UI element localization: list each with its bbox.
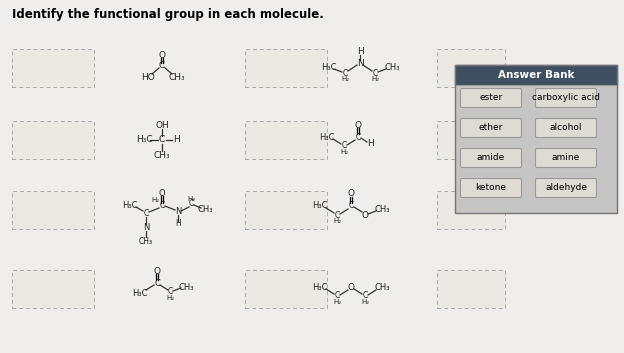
Text: Answer Bank: Answer Bank [498, 70, 574, 80]
Text: CH₃: CH₃ [374, 283, 390, 293]
Text: O: O [354, 120, 361, 130]
FancyBboxPatch shape [535, 149, 597, 168]
Text: H₂: H₂ [333, 218, 341, 224]
Text: H₃C: H₃C [135, 136, 152, 144]
FancyBboxPatch shape [535, 119, 597, 138]
Text: H₂: H₂ [361, 299, 369, 305]
Text: C: C [159, 61, 165, 71]
Text: H₂: H₂ [151, 197, 159, 203]
Text: O: O [361, 210, 369, 220]
Text: amide: amide [477, 154, 505, 162]
FancyBboxPatch shape [461, 89, 522, 108]
Text: alcohol: alcohol [550, 124, 582, 132]
Text: C: C [343, 68, 348, 78]
FancyBboxPatch shape [461, 179, 522, 197]
FancyBboxPatch shape [245, 49, 327, 87]
Text: H₂: H₂ [166, 295, 174, 301]
Text: HO: HO [141, 72, 155, 82]
Text: N: N [175, 208, 181, 216]
Text: C: C [188, 199, 193, 209]
Text: H₃C: H₃C [312, 202, 328, 210]
Text: CH₃: CH₃ [384, 62, 400, 72]
FancyBboxPatch shape [12, 121, 94, 159]
FancyBboxPatch shape [535, 89, 597, 108]
Text: O: O [154, 267, 160, 275]
Text: OH: OH [155, 120, 169, 130]
Text: H₂: H₂ [187, 196, 195, 202]
Text: amine: amine [552, 154, 580, 162]
Text: H₂: H₂ [340, 149, 348, 155]
FancyBboxPatch shape [455, 65, 617, 85]
Text: H: H [173, 136, 179, 144]
Text: C: C [363, 292, 368, 300]
FancyBboxPatch shape [535, 179, 597, 197]
Text: O: O [348, 190, 354, 198]
FancyBboxPatch shape [245, 270, 327, 308]
Text: O: O [158, 50, 165, 60]
FancyBboxPatch shape [245, 121, 327, 159]
FancyBboxPatch shape [437, 191, 505, 229]
FancyBboxPatch shape [437, 121, 505, 159]
FancyBboxPatch shape [245, 191, 327, 229]
Text: CH₃: CH₃ [178, 282, 193, 292]
Text: C: C [159, 136, 165, 144]
Text: C: C [154, 279, 160, 287]
Text: H: H [357, 48, 363, 56]
FancyBboxPatch shape [455, 85, 617, 213]
Text: Identify the functional group in each molecule.: Identify the functional group in each mo… [12, 8, 324, 21]
Text: ether: ether [479, 124, 503, 132]
Text: H₃C: H₃C [312, 282, 328, 292]
FancyBboxPatch shape [437, 270, 505, 308]
Text: H: H [367, 139, 373, 149]
Text: CH₃: CH₃ [168, 72, 185, 82]
FancyBboxPatch shape [12, 270, 94, 308]
Text: carboxylic acid: carboxylic acid [532, 94, 600, 102]
Text: C: C [334, 210, 339, 220]
Text: H₃C: H₃C [122, 201, 138, 209]
Text: ester: ester [479, 94, 502, 102]
Text: H: H [175, 219, 181, 227]
Text: H₂: H₂ [371, 76, 379, 82]
Text: H₃C: H₃C [132, 288, 148, 298]
Text: H₂: H₂ [333, 299, 341, 305]
Text: CH₃: CH₃ [154, 151, 170, 161]
FancyBboxPatch shape [12, 49, 94, 87]
Text: ketone: ketone [475, 184, 507, 192]
Text: C: C [167, 287, 173, 297]
Text: CH₃: CH₃ [197, 205, 213, 215]
FancyBboxPatch shape [12, 191, 94, 229]
FancyBboxPatch shape [437, 49, 505, 87]
Text: C: C [334, 292, 339, 300]
Text: CH₃: CH₃ [374, 204, 390, 214]
Text: O: O [348, 282, 354, 292]
Text: N: N [357, 59, 363, 67]
Text: O: O [158, 189, 165, 197]
Text: C: C [348, 202, 354, 210]
Text: C: C [356, 132, 361, 142]
Text: C: C [159, 202, 165, 210]
Text: CH₃: CH₃ [139, 237, 153, 245]
Text: H₂: H₂ [341, 76, 349, 82]
Text: H₃C: H₃C [319, 132, 334, 142]
Text: N: N [143, 223, 149, 233]
FancyBboxPatch shape [461, 149, 522, 168]
Text: C: C [341, 142, 346, 150]
Text: C: C [373, 68, 378, 78]
FancyBboxPatch shape [461, 119, 522, 138]
Text: H₃C: H₃C [321, 62, 337, 72]
Text: C: C [144, 209, 149, 219]
Text: aldehyde: aldehyde [545, 184, 587, 192]
